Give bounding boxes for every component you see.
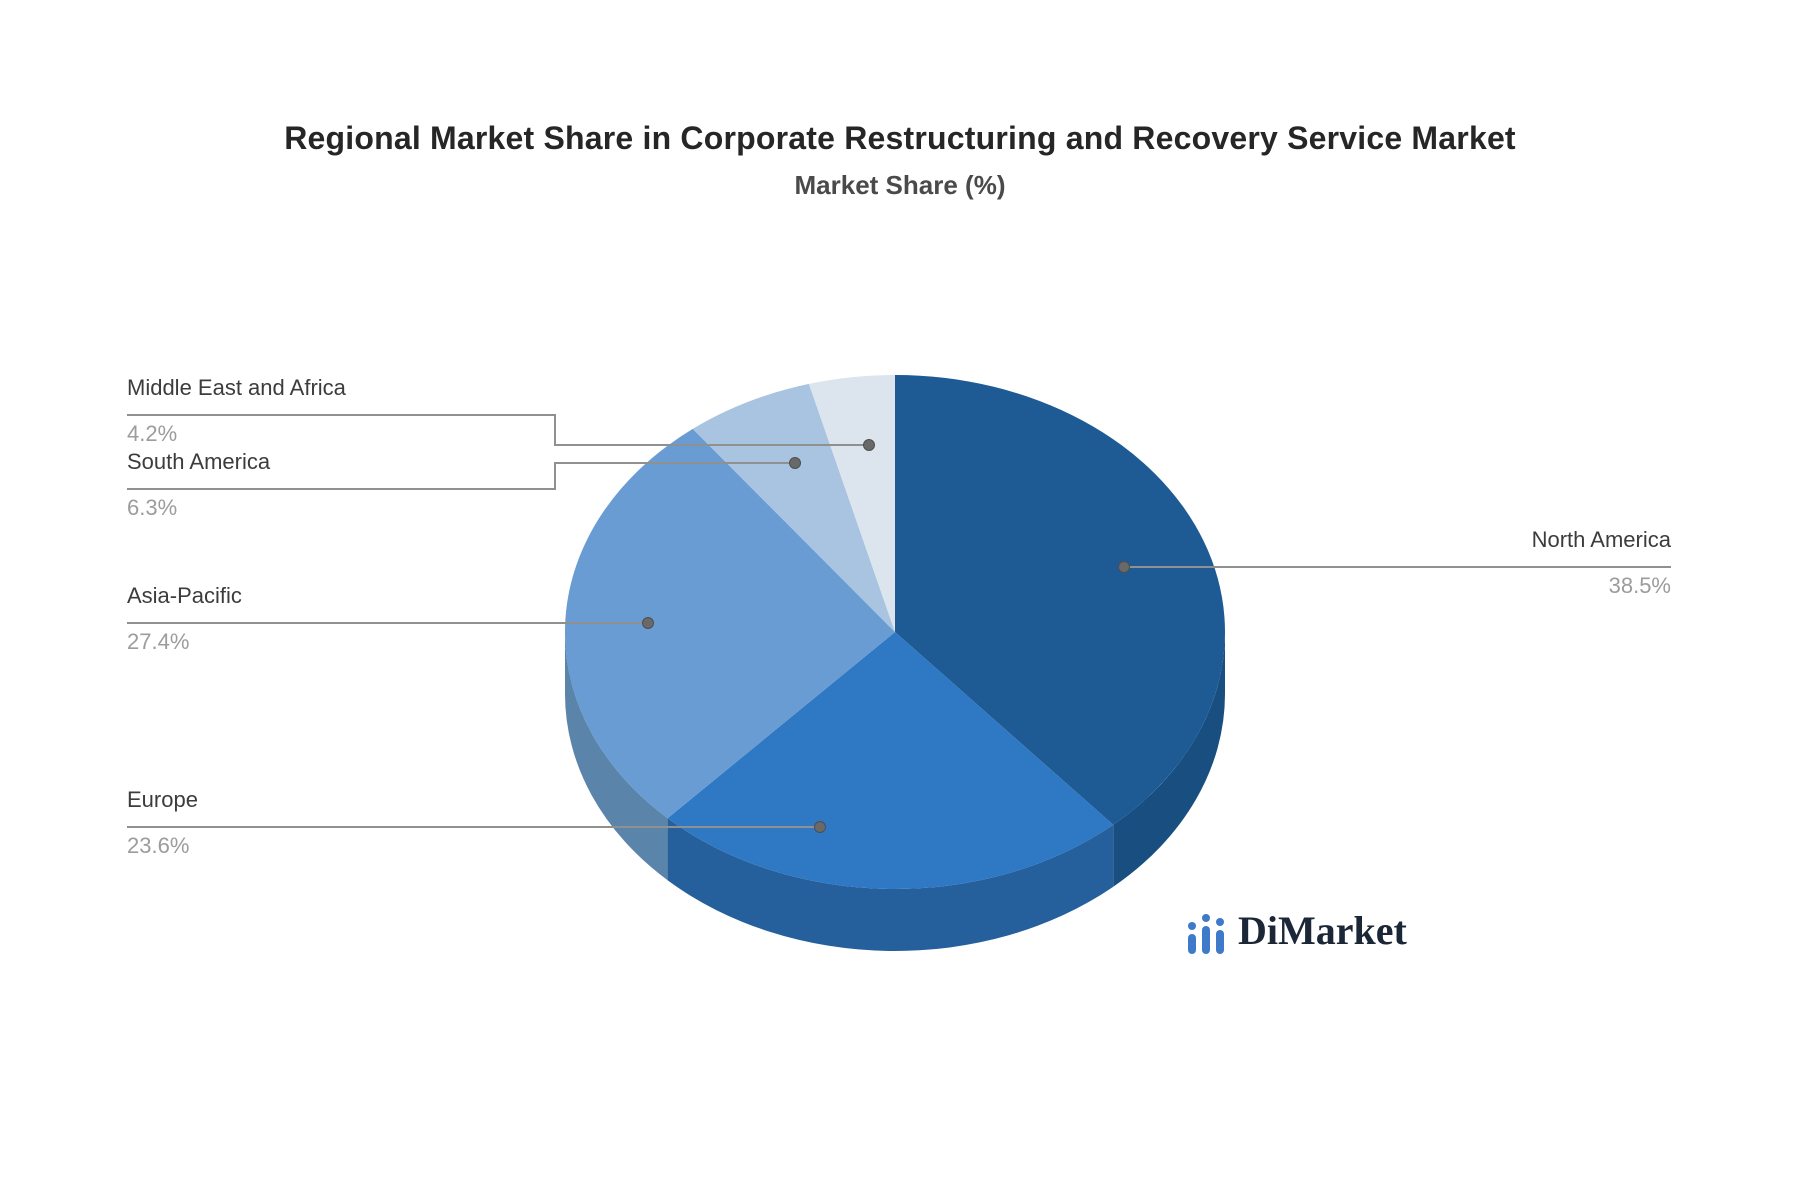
callout-dot-middle-east-and-africa bbox=[863, 439, 875, 451]
callout-line-middle-east-and-africa bbox=[127, 414, 869, 446]
slice-percent-europe: 23.6% bbox=[127, 833, 189, 858]
logo-bars-icon bbox=[1188, 914, 1224, 954]
callout-line-south-america bbox=[127, 462, 795, 490]
chart-title: Regional Market Share in Corporate Restr… bbox=[284, 120, 1516, 156]
slice-percent-middle-east-and-africa: 4.2% bbox=[127, 421, 177, 446]
callout-dot-asia-pacific bbox=[642, 617, 654, 629]
callout-dot-south-america bbox=[789, 457, 801, 469]
pie-slice-europe[interactable] bbox=[667, 632, 1114, 890]
brand-logo: DiMarket bbox=[1186, 908, 1407, 954]
pie-slice-middle-east-and-africa[interactable] bbox=[808, 375, 895, 632]
slice-label-europe: Europe bbox=[127, 787, 198, 812]
slice-label-asia-pacific: Asia-Pacific bbox=[127, 583, 242, 608]
chart-subtitle: Market Share (%) bbox=[794, 170, 1006, 200]
slice-label-north-america: North America bbox=[1532, 527, 1672, 552]
slice-percent-north-america: 38.5% bbox=[1609, 573, 1671, 598]
pie-slice-wall-asia-pacific bbox=[565, 632, 668, 881]
slice-percent-south-america: 6.3% bbox=[127, 495, 177, 520]
brand-logo-text: DiMarket bbox=[1238, 908, 1407, 953]
callout-dot-north-america bbox=[1118, 561, 1130, 573]
slice-label-south-america: South America bbox=[127, 449, 271, 474]
pie-slice-wall-europe bbox=[667, 818, 1114, 952]
pie-slice-wall-north-america bbox=[1113, 632, 1225, 887]
slice-label-middle-east-and-africa: Middle East and Africa bbox=[127, 375, 347, 400]
slice-percent-asia-pacific: 27.4% bbox=[127, 629, 189, 654]
pie-slice-north-america[interactable] bbox=[895, 375, 1225, 825]
pie-slice-asia-pacific[interactable] bbox=[564, 428, 895, 819]
callout-dot-europe bbox=[814, 821, 826, 833]
